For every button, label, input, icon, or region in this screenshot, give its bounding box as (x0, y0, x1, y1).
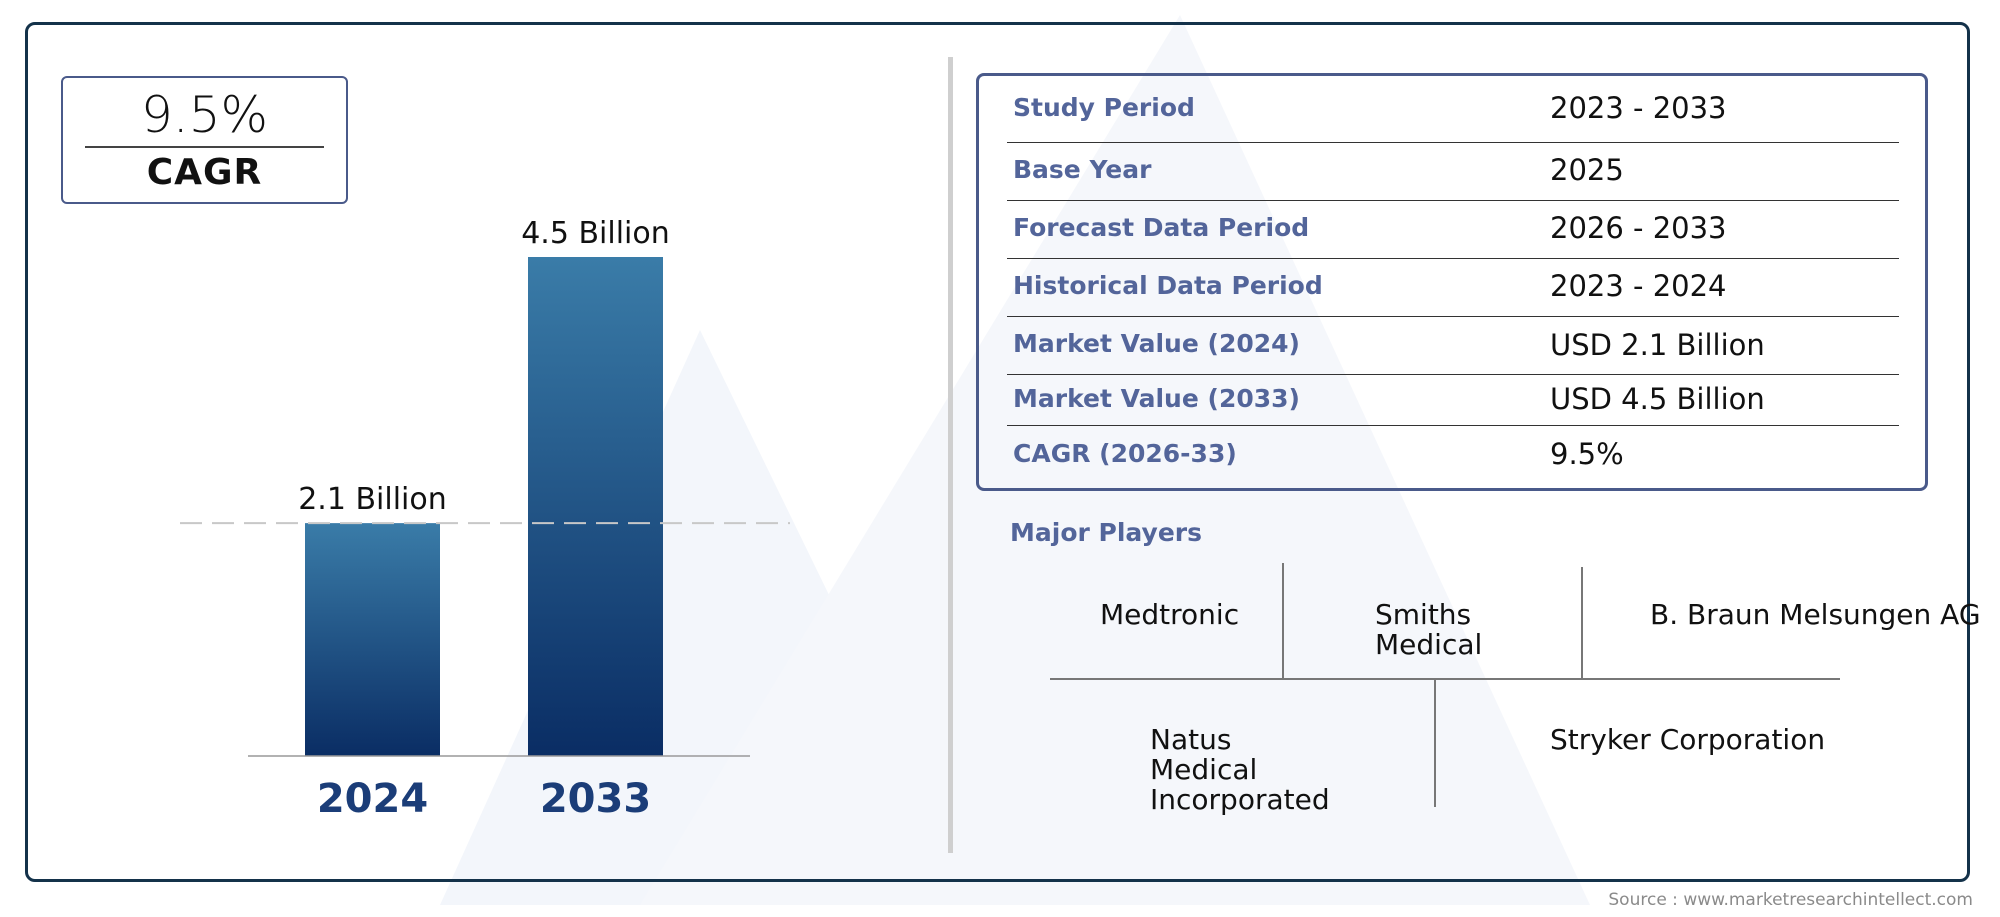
info-label: CAGR (2026-33) (1013, 439, 1237, 468)
cagr-divider (85, 146, 324, 148)
bar-2024 (305, 523, 440, 756)
market-info-table: Study Period 2023 - 2033 Base Year 2025 … (976, 73, 1928, 491)
player-smiths-medical: Smiths Medical (1375, 598, 1483, 661)
x-tick-label: 2033 (540, 776, 651, 822)
cagr-box: 9.5% CAGR (61, 76, 348, 204)
info-row-study-period: Study Period 2023 - 2033 (1007, 76, 1899, 143)
info-row-forecast-period: Forecast Data Period 2026 - 2033 (1007, 200, 1899, 259)
info-label: Market Value (2024) (1013, 329, 1300, 358)
info-value: 9.5% (1550, 437, 1624, 471)
info-row-market-value-2033: Market Value (2033) USD 4.5 Billion (1007, 374, 1899, 426)
info-row-cagr: CAGR (2026-33) 9.5% (1007, 425, 1899, 485)
major-players-title: Major Players (1010, 518, 1202, 547)
cagr-label: CAGR (146, 152, 263, 193)
info-label: Market Value (2033) (1013, 384, 1300, 413)
player-b-braun: B. Braun Melsungen AG (1650, 598, 1981, 631)
data-label: 2.1 Billion (298, 482, 447, 517)
player-stryker: Stryker Corporation (1550, 723, 1826, 756)
info-row-historical-period: Historical Data Period 2023 - 2024 (1007, 258, 1899, 317)
info-label: Forecast Data Period (1013, 213, 1310, 242)
market-size-bar-chart: 2.1 Billion 2024 4.5 Billion 2033 (180, 216, 790, 822)
info-row-base-year: Base Year 2025 (1007, 142, 1899, 201)
info-label: Study Period (1013, 93, 1195, 122)
info-value: USD 4.5 Billion (1550, 382, 1765, 416)
info-label: Base Year (1013, 155, 1152, 184)
info-value: USD 2.1 Billion (1550, 328, 1765, 362)
info-value: 2025 (1550, 153, 1624, 187)
summary-card (25, 22, 1970, 882)
info-value: 2023 - 2024 (1550, 269, 1727, 303)
players-divider (1050, 678, 1840, 680)
source-note: Source : www.marketresearchintellect.com (1608, 890, 1973, 910)
bar-2033 (528, 257, 663, 756)
cagr-value: 9.5% (140, 86, 269, 144)
data-label: 4.5 Billion (521, 216, 670, 251)
vertical-divider (948, 57, 953, 853)
players-divider (1282, 563, 1284, 678)
player-medtronic: Medtronic (1100, 598, 1240, 631)
x-tick-label: 2024 (317, 776, 428, 822)
info-label: Historical Data Period (1013, 271, 1323, 300)
players-divider (1581, 567, 1583, 678)
players-divider (1434, 679, 1436, 807)
player-natus-medical: Natus Medical Incorporated (1150, 723, 1330, 816)
info-row-market-value-2024: Market Value (2024) USD 2.1 Billion (1007, 316, 1899, 375)
info-value: 2023 - 2033 (1550, 91, 1727, 125)
info-value: 2026 - 2033 (1550, 211, 1727, 245)
